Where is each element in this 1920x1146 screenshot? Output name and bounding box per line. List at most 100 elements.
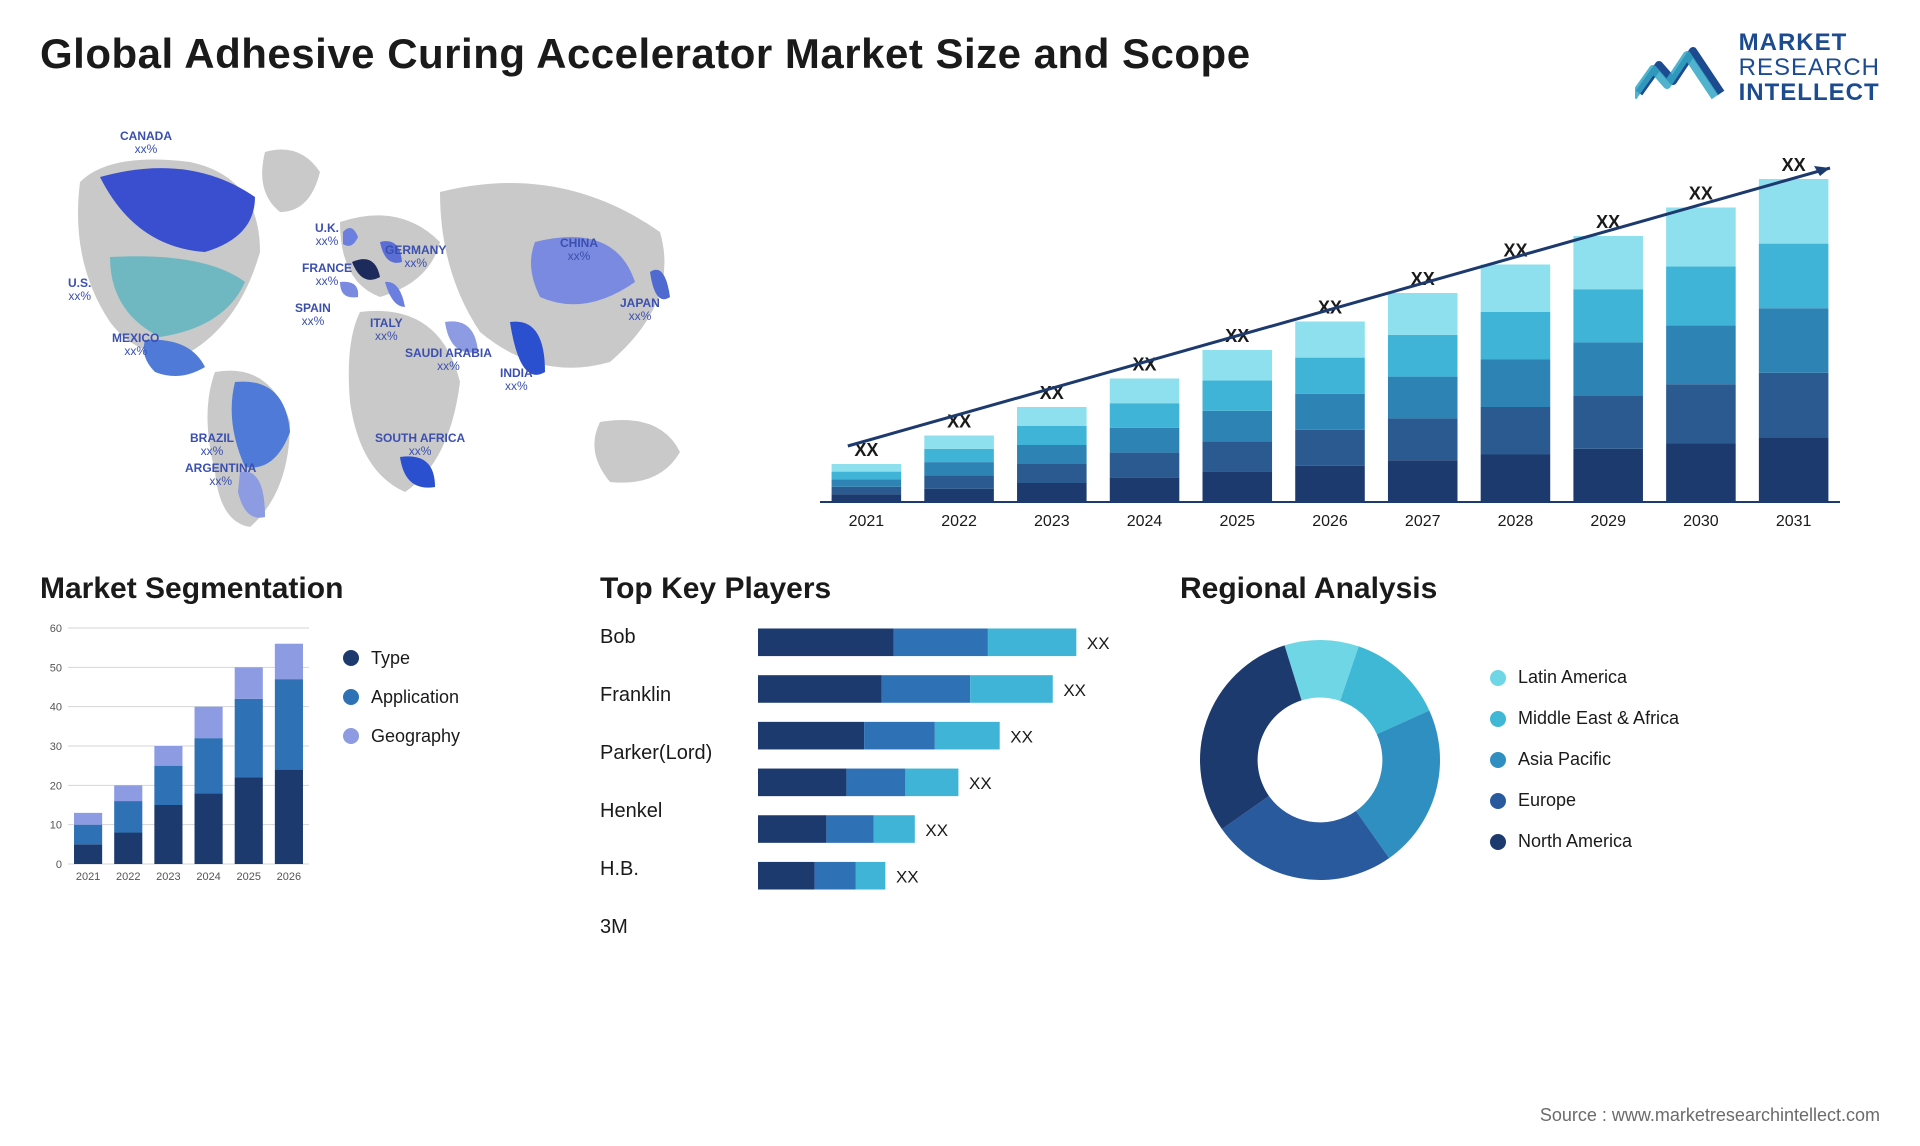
legend-label: Asia Pacific [1518,749,1611,770]
player-name: Parker(Lord) [600,742,740,786]
map-label-canada: CANADAxx% [120,130,172,158]
svg-text:2025: 2025 [1219,513,1255,530]
map-label-u.s.: U.S.xx% [68,277,91,305]
seg-legend-type: Type [343,648,460,669]
logo-text: MARKET RESEARCH INTELLECT [1739,30,1880,106]
player-name: Bob [600,626,740,670]
legend-dot [343,689,359,705]
player-name: Franklin [600,684,740,728]
legend-dot [343,728,359,744]
svg-text:2023: 2023 [156,871,180,883]
svg-text:2021: 2021 [76,871,100,883]
seg-legend-application: Application [343,687,460,708]
svg-text:2028: 2028 [1498,513,1534,530]
region-legend-middle-east-africa: Middle East & Africa [1490,708,1679,729]
svg-text:2022: 2022 [116,871,140,883]
svg-text:2030: 2030 [1683,513,1719,530]
map-label-india: INDIAxx% [500,367,533,395]
map-label-u.k.: U.K.xx% [315,222,339,250]
map-label-italy: ITALYxx% [370,317,403,345]
svg-text:2025: 2025 [237,871,261,883]
svg-text:0: 0 [56,859,62,871]
regional-body: Latin America Middle East & Africa Asia Pa… [1180,620,1880,900]
map-label-germany: GERMANYxx% [385,244,446,272]
svg-text:XX: XX [1782,155,1806,175]
legend-dot [1490,834,1506,850]
svg-text:50: 50 [50,662,62,674]
svg-text:XX: XX [896,867,919,886]
svg-text:20: 20 [50,780,62,792]
region-legend-latin-america: Latin America [1490,667,1679,688]
legend-label: Type [371,648,410,669]
svg-text:2027: 2027 [1405,513,1441,530]
players-title: Top Key Players [600,572,1140,606]
legend-label: Application [371,687,459,708]
svg-text:XX: XX [969,774,992,793]
growth-chart: XX2021XX2022XX2023XX2024XX2025XX2026XX20… [780,122,1880,542]
svg-text:2024: 2024 [1127,513,1163,530]
svg-text:2026: 2026 [277,871,301,883]
seg-legend-geography: Geography [343,726,460,747]
header: Global Adhesive Curing Accelerator Marke… [40,30,1880,106]
legend-label: Middle East & Africa [1518,708,1679,729]
svg-text:XX: XX [1010,727,1033,746]
regional-legend: Latin America Middle East & Africa Asia Pa… [1490,667,1679,852]
map-label-spain: SPAINxx% [295,302,331,330]
legend-dot [1490,670,1506,686]
segmentation-title: Market Segmentation [40,572,560,606]
map-label-france: FRANCExx% [302,262,352,290]
map-label-china: CHINAxx% [560,237,598,265]
svg-text:XX: XX [1063,680,1086,699]
legend-label: North America [1518,831,1632,852]
top-row: CANADAxx%U.S.xx%MEXICOxx%BRAZILxx%ARGENT… [40,122,1880,542]
regional-title: Regional Analysis [1180,572,1880,606]
world-map: CANADAxx%U.S.xx%MEXICOxx%BRAZILxx%ARGENT… [40,122,720,542]
svg-text:30: 30 [50,741,62,753]
brand-logo: MARKET RESEARCH INTELLECT [1635,30,1880,106]
legend-label: Europe [1518,790,1576,811]
svg-text:2031: 2031 [1776,513,1812,530]
region-legend-north-america: North America [1490,831,1679,852]
svg-text:2026: 2026 [1312,513,1348,530]
map-label-japan: JAPANxx% [620,297,660,325]
regional-panel: Regional Analysis Latin America Middle Ea… [1180,572,1880,960]
svg-text:2029: 2029 [1590,513,1626,530]
svg-text:XX: XX [1689,183,1713,203]
legend-label: Geography [371,726,460,747]
region-legend-europe: Europe [1490,790,1679,811]
donut-svg [1180,620,1460,900]
player-name: 3M [600,916,740,960]
segmentation-panel: Market Segmentation 01020304050602021202… [40,572,560,960]
page-title: Global Adhesive Curing Accelerator Marke… [40,30,1251,78]
bottom-row: Market Segmentation 01020304050602021202… [40,572,1880,960]
legend-dot [1490,752,1506,768]
map-label-mexico: MEXICOxx% [112,332,159,360]
svg-text:2024: 2024 [196,871,220,883]
segmentation-body: 0102030405060202120222023202420252026 Ty… [40,620,560,890]
players-panel: Top Key Players Bob Franklin Parker(Lord) H… [600,572,1140,960]
map-label-south-africa: SOUTH AFRICAxx% [375,432,465,460]
segmentation-legend: Type Application Geography [343,620,460,890]
svg-text:XX: XX [1087,634,1110,653]
growth-chart-svg: XX2021XX2022XX2023XX2024XX2025XX2026XX20… [790,142,1870,542]
segmentation-chart: 0102030405060202120222023202420252026 [40,620,315,890]
svg-text:2021: 2021 [849,513,885,530]
svg-text:40: 40 [50,701,62,713]
svg-text:2022: 2022 [941,513,977,530]
players-svg: XX XX XX XX XX XX [758,620,1140,917]
region-legend-asia-pacific: Asia Pacific [1490,749,1679,770]
legend-dot [343,650,359,666]
map-label-argentina: ARGENTINAxx% [185,462,256,490]
logo-line1: MARKET [1739,30,1880,55]
svg-text:XX: XX [925,820,948,839]
svg-text:2023: 2023 [1034,513,1070,530]
logo-mark-icon [1635,35,1725,101]
logo-line2: RESEARCH [1739,55,1880,80]
regional-donut [1180,620,1460,900]
player-names: BobFranklinParker(Lord)HenkelH.B.3M [600,620,740,960]
player-bars: XX XX XX XX XX XX [758,620,1140,900]
legend-label: Latin America [1518,667,1627,688]
source-label: Source : www.marketresearchintellect.com [1540,1105,1880,1126]
player-name: Henkel [600,800,740,844]
legend-dot [1490,711,1506,727]
